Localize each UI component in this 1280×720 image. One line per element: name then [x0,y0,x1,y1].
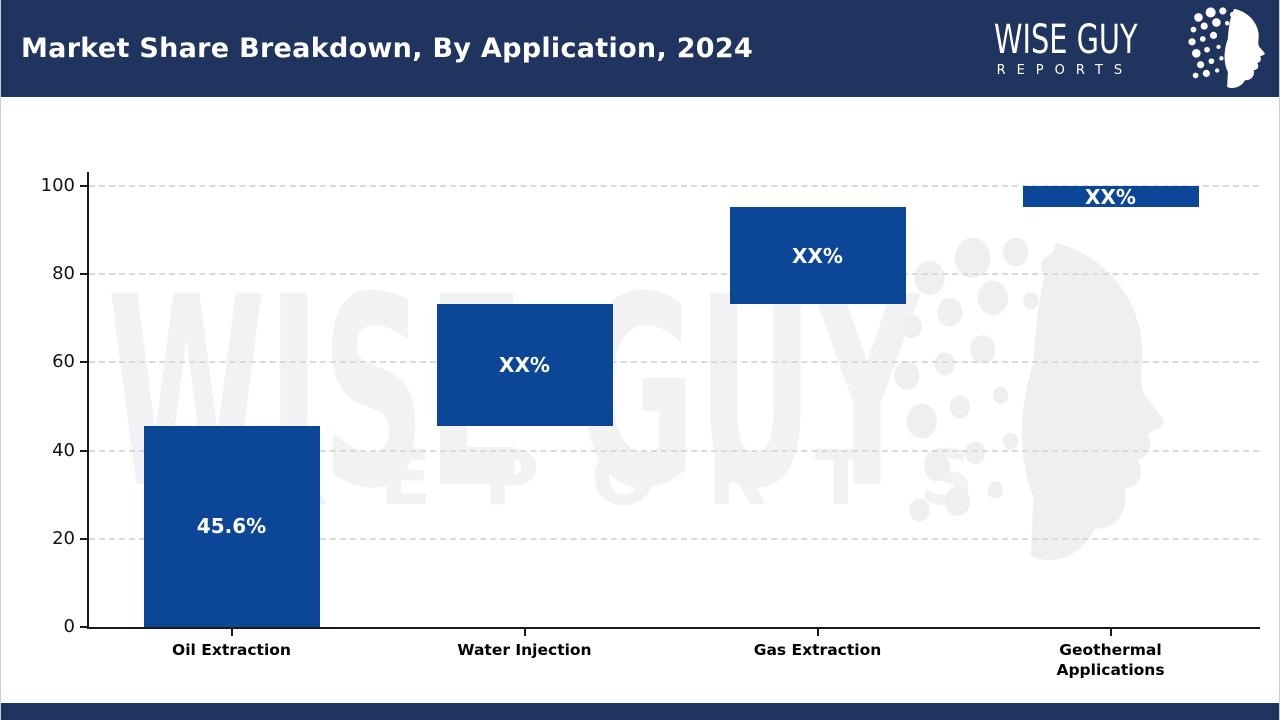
y-tick-mark [80,626,87,628]
watermark-subtitle: REPORTS [269,433,1026,522]
bar-water-injection: XX% [436,304,613,426]
bar-gas-extraction: XX% [729,207,906,305]
x-axis-category-label: Water Injection [457,641,592,659]
bar-value-label: XX% [792,243,843,268]
gridline [89,185,1259,187]
x-axis-category-label: Geothermal Applications [1056,641,1165,679]
gridline [89,449,1259,452]
y-tick-mark [80,185,87,187]
bar-value-label: 45.6% [196,514,267,539]
logo-face-icon [1187,6,1273,92]
x-axis-category-label: Gas Extraction [753,641,882,659]
y-tick-label: 40 [52,439,75,461]
gridline [89,361,1259,364]
x-tick-mark [1109,629,1112,636]
x-axis-line [87,627,1260,629]
y-tick-mark [80,537,87,540]
logo-text: WISE GUY REPORTS [994,20,1193,77]
footer-bar [1,703,1279,720]
x-tick-mark [523,629,526,636]
gridline [89,273,1259,276]
watermark-face-icon [889,232,1193,576]
bar-value-label: XX% [499,353,550,378]
x-tick-mark [816,629,819,636]
logo-subtitle: REPORTS [996,63,1134,78]
x-axis-category-label: Oil Extraction [172,641,291,659]
gridline [89,537,1259,540]
x-tick-mark [230,629,233,636]
bar-oil-extraction: 45.6% [143,425,320,627]
y-tick-mark [80,361,87,364]
logo-wordmark: WISE GUY [993,17,1138,63]
y-tick-label: 80 [52,263,75,285]
bar-value-label: XX% [1085,184,1136,209]
y-tick-mark [80,449,87,452]
y-tick-label: 100 [40,175,75,196]
y-tick-label: 20 [52,527,75,549]
y-tick-label: 60 [52,351,75,373]
y-tick-mark [80,273,87,276]
bar-geothermal-applications: XX% [1022,184,1199,209]
y-axis-line [87,172,89,629]
page-title: Market Share Breakdown, By Application, … [21,33,754,64]
header-bar: Market Share Breakdown, By Application, … [1,0,1279,97]
wise-guy-logo: WISE GUY REPORTS [994,6,1273,92]
y-tick-label: 0 [63,616,75,637]
